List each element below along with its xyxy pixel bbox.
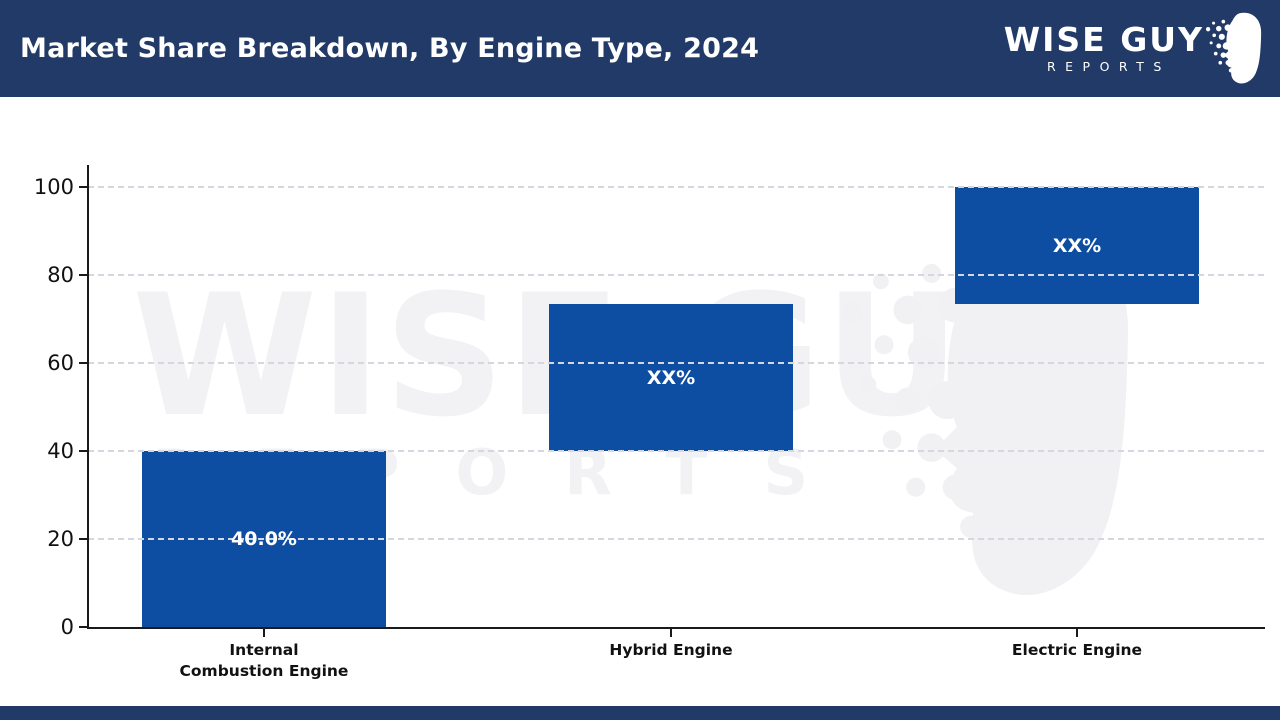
x-category-label: Hybrid Engine	[609, 641, 733, 659]
y-tick-mark	[79, 538, 88, 540]
y-tick-label: 40	[47, 439, 74, 463]
bar-value-label: XX%	[646, 366, 696, 389]
y-tick-mark	[79, 626, 88, 628]
x-tick-mark	[670, 629, 672, 637]
y-tick-label: 0	[60, 615, 74, 639]
y-tick-label: 100	[33, 175, 74, 199]
x-axis-line	[87, 627, 1265, 629]
x-tick-mark	[1076, 629, 1078, 637]
footer-bar	[0, 706, 1280, 720]
dotted-face-icon	[1205, 12, 1262, 83]
y-tick-label: 20	[47, 527, 74, 551]
x-category-label: Electric Engine	[1011, 641, 1143, 659]
gridline-80	[88, 274, 1264, 276]
y-tick-mark	[79, 362, 88, 364]
x-tick-mark	[263, 629, 265, 637]
watermark-dotted-face-icon	[841, 227, 1129, 596]
wise-guy-reports-logo: WISE GUY REPORTS	[1004, 9, 1266, 89]
bar-value-label: XX%	[1052, 234, 1102, 257]
bar-2	[549, 304, 793, 451]
bar-value-label: 40.0%	[231, 528, 297, 550]
logo-subtitle: REPORTS	[1046, 59, 1171, 74]
bar-3	[955, 187, 1199, 305]
logo-text: WISE GUY REPORTS	[1004, 23, 1204, 74]
page-title: Market Share Breakdown, By Engine Type, …	[20, 33, 760, 64]
y-tick-mark	[79, 274, 88, 276]
logo-wordmark: WISE GUY	[1003, 20, 1204, 59]
gridline-100	[88, 186, 1264, 188]
y-tick-label: 60	[47, 351, 74, 375]
y-tick-mark	[79, 186, 88, 188]
y-axis-line	[87, 165, 89, 629]
gridline-60	[88, 362, 1264, 364]
gridline-20	[88, 538, 1264, 540]
y-tick-mark	[79, 450, 88, 452]
gridline-40	[88, 450, 1264, 452]
y-tick-label: 80	[47, 263, 74, 287]
x-category-label: Internal Combustion Engine	[179, 641, 349, 680]
header-bar: Market Share Breakdown, By Engine Type, …	[0, 0, 1280, 97]
